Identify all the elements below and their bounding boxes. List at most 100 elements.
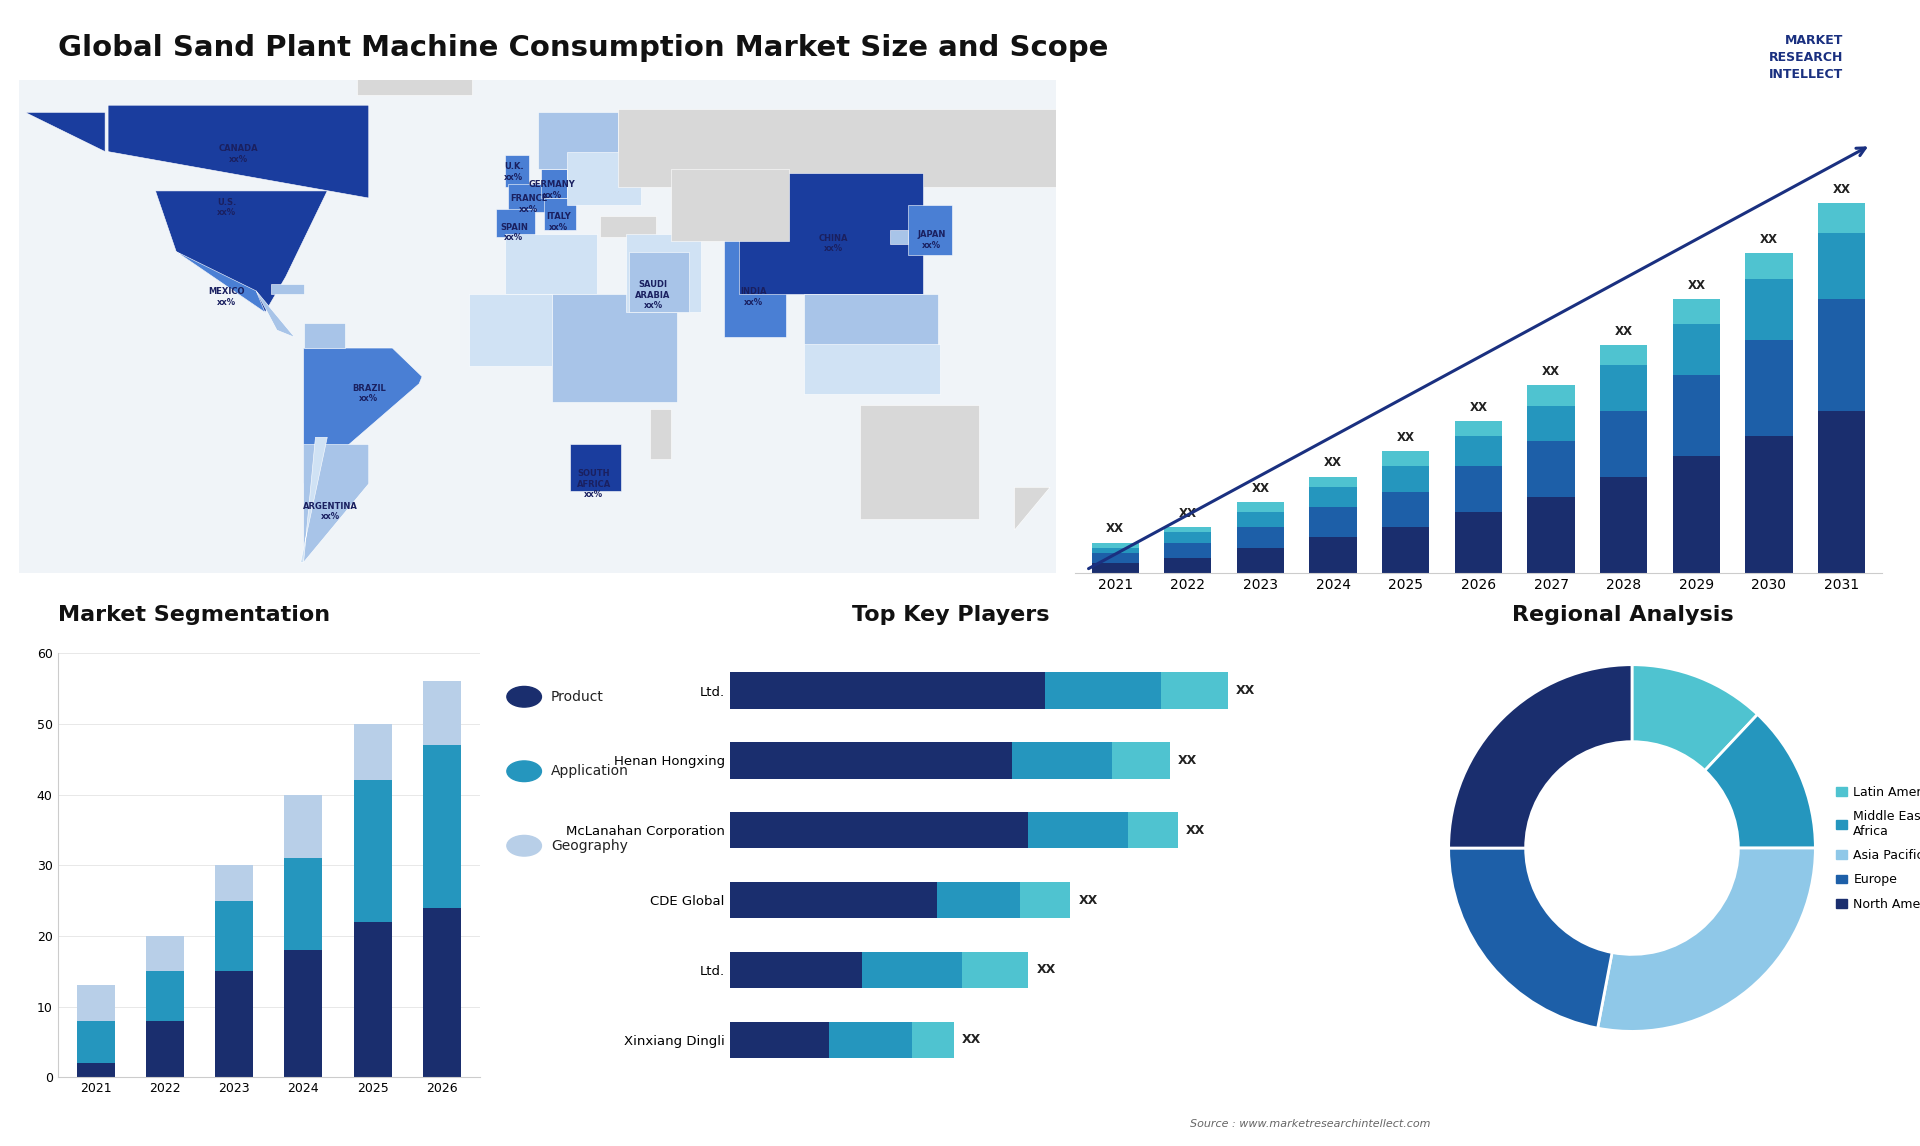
Polygon shape [303, 348, 422, 484]
Text: SOUTH
AFRICA
xx%: SOUTH AFRICA xx% [576, 470, 611, 500]
Polygon shape [509, 183, 547, 212]
Bar [215, 865, 253, 901]
Polygon shape [724, 237, 787, 337]
Bar [1112, 743, 1169, 778]
Text: XX: XX [1615, 324, 1632, 338]
Bar [422, 908, 461, 1077]
Polygon shape [495, 209, 534, 237]
Bar [1745, 278, 1793, 339]
Text: XX: XX [1469, 401, 1488, 414]
Bar [730, 743, 1012, 778]
Polygon shape [566, 151, 641, 205]
Bar [77, 1021, 115, 1063]
Bar [146, 936, 184, 972]
Polygon shape [255, 291, 294, 337]
Bar [1745, 339, 1793, 437]
Wedge shape [1448, 848, 1613, 1028]
Polygon shape [1014, 487, 1050, 531]
Text: XX: XX [1252, 481, 1269, 495]
Polygon shape [626, 234, 701, 313]
Bar [284, 950, 323, 1077]
Bar [77, 986, 115, 1021]
Bar [1164, 558, 1212, 573]
Text: XX: XX [1037, 964, 1056, 976]
Bar [1745, 437, 1793, 573]
Polygon shape [505, 234, 597, 295]
Bar [1309, 477, 1357, 487]
Text: Top Key Players: Top Key Players [852, 605, 1048, 625]
Text: XX: XX [962, 1034, 981, 1046]
Text: Application: Application [551, 764, 630, 778]
Bar [1309, 537, 1357, 573]
Bar [1164, 533, 1212, 542]
Bar [862, 952, 962, 988]
Bar [1044, 673, 1162, 709]
Bar [1092, 548, 1139, 552]
Text: XX: XX [1179, 754, 1198, 767]
Bar [1382, 466, 1428, 492]
Bar [1672, 324, 1720, 375]
Legend: Latin America, Middle East &
Africa, Asia Pacific, Europe, North America: Latin America, Middle East & Africa, Asi… [1832, 780, 1920, 916]
Bar [215, 901, 253, 972]
Text: ITALY
xx%: ITALY xx% [545, 212, 570, 231]
Bar [215, 972, 253, 1077]
Text: U.S.
xx%: U.S. xx% [217, 198, 236, 218]
Polygon shape [357, 70, 472, 94]
Bar [1745, 253, 1793, 278]
Bar [962, 952, 1029, 988]
Text: XX: XX [1179, 508, 1196, 520]
Bar [353, 780, 392, 921]
Text: CANADA
xx%: CANADA xx% [219, 144, 257, 164]
Text: FRANCE
xx%: FRANCE xx% [511, 195, 547, 214]
Bar [1382, 492, 1428, 527]
Bar [422, 682, 461, 745]
Text: BRAZIL
xx%: BRAZIL xx% [351, 384, 386, 403]
Bar [912, 1021, 954, 1058]
Text: MEXICO
xx%: MEXICO xx% [207, 288, 246, 307]
Wedge shape [1632, 665, 1757, 770]
Bar [353, 921, 392, 1077]
Bar [730, 1021, 829, 1058]
Text: ARGENTINA
xx%: ARGENTINA xx% [303, 502, 357, 521]
Polygon shape [543, 198, 576, 230]
Bar [1528, 441, 1574, 497]
Bar [1528, 385, 1574, 406]
Polygon shape [271, 284, 303, 295]
Bar [829, 1021, 912, 1058]
Polygon shape [301, 438, 326, 563]
Bar [1672, 456, 1720, 573]
Bar [1599, 345, 1647, 366]
Polygon shape [618, 109, 1056, 187]
Bar [1020, 882, 1069, 918]
Polygon shape [108, 105, 369, 198]
Bar [1818, 410, 1864, 573]
Bar [1309, 487, 1357, 507]
Bar [1382, 452, 1428, 466]
Bar [1092, 542, 1139, 548]
Text: Regional Analysis: Regional Analysis [1511, 605, 1734, 625]
Polygon shape [804, 295, 937, 366]
Bar [1818, 233, 1864, 299]
Bar [1455, 466, 1501, 512]
Polygon shape [670, 170, 789, 241]
Bar [1818, 299, 1864, 410]
Polygon shape [470, 295, 553, 366]
Text: SPAIN
xx%: SPAIN xx% [499, 223, 528, 243]
Bar [1455, 437, 1501, 466]
Bar [1528, 406, 1574, 441]
Text: XX: XX [1761, 234, 1778, 246]
Polygon shape [156, 191, 326, 313]
Text: GERMANY
xx%: GERMANY xx% [530, 180, 576, 199]
Bar [77, 1063, 115, 1077]
Bar [284, 794, 323, 858]
Bar [1455, 421, 1501, 437]
Bar [1455, 512, 1501, 573]
Bar [1309, 507, 1357, 537]
Polygon shape [860, 406, 979, 519]
Bar [1382, 527, 1428, 573]
Bar [1092, 563, 1139, 573]
Polygon shape [908, 205, 952, 256]
Bar [1164, 542, 1212, 558]
Bar [1672, 375, 1720, 456]
Bar [1092, 552, 1139, 563]
